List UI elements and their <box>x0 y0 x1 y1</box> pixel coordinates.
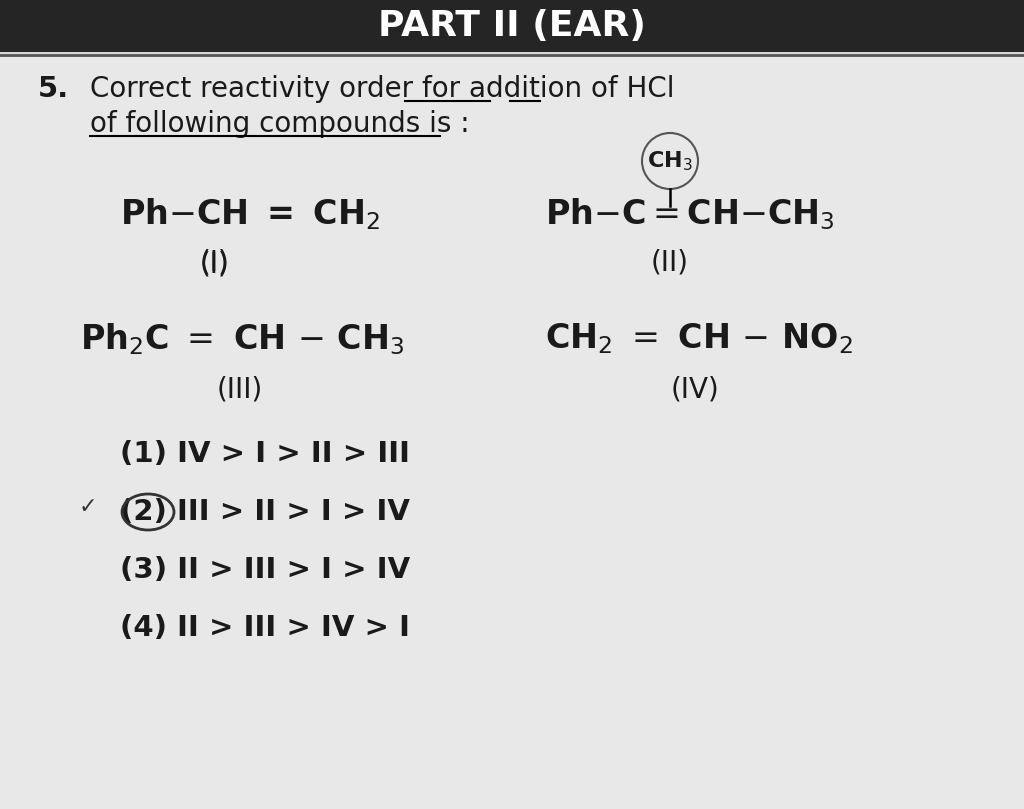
Text: PART II (EAR): PART II (EAR) <box>378 9 646 43</box>
Text: Ph$-$CH $\mathbf{=}$ CH$_2$: Ph$-$CH $\mathbf{=}$ CH$_2$ <box>120 196 380 232</box>
Text: (III): (III) <box>217 375 263 403</box>
Text: Ph$-$C$=$CH$-$CH$_3$: Ph$-$C$=$CH$-$CH$_3$ <box>545 196 835 232</box>
Text: Ph$_2$C $=$ CH $-$ CH$_3$: Ph$_2$C $=$ CH $-$ CH$_3$ <box>80 321 404 357</box>
Text: (2) III > II > I > IV: (2) III > II > I > IV <box>120 498 410 526</box>
Text: (3) II > III > I > IV: (3) II > III > I > IV <box>120 556 411 584</box>
Text: CH$_2$ $=$ CH $-$ NO$_2$: CH$_2$ $=$ CH $-$ NO$_2$ <box>545 322 853 356</box>
Text: (I): (I) <box>200 250 229 278</box>
Text: CH$_3$: CH$_3$ <box>647 149 693 173</box>
Text: Correct reactivity order for addition of HCl: Correct reactivity order for addition of… <box>90 75 675 103</box>
Text: of following compounds is :: of following compounds is : <box>90 110 470 138</box>
Bar <box>0 0 1024 52</box>
Text: (4) II > III > IV > I: (4) II > III > IV > I <box>120 614 410 642</box>
Text: (1) IV > I > II > III: (1) IV > I > II > III <box>120 440 410 468</box>
Text: ✓: ✓ <box>79 497 97 517</box>
Text: (II): (II) <box>651 248 689 276</box>
Text: 5.: 5. <box>38 75 70 103</box>
Text: (IV): (IV) <box>671 375 720 403</box>
Text: (I): (I) <box>200 248 229 276</box>
